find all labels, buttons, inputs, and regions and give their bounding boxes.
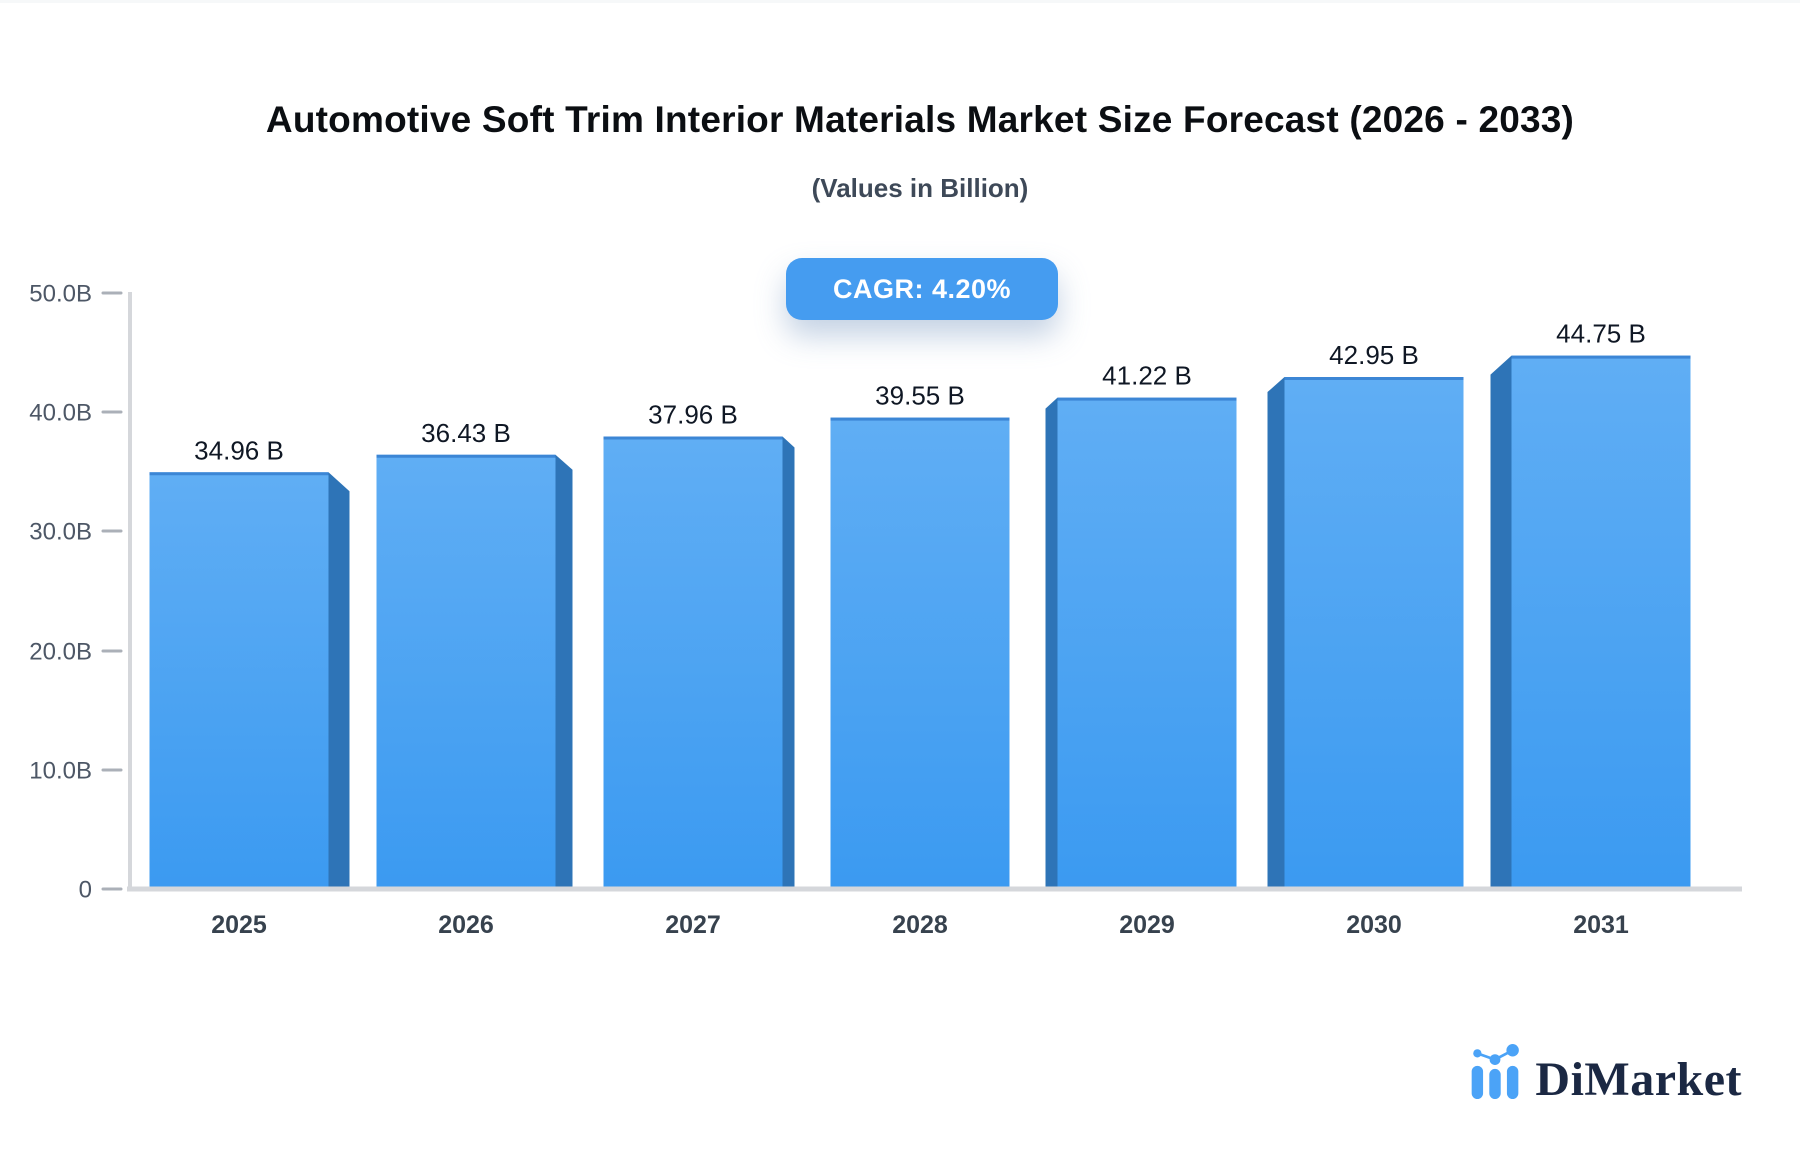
brand-icon-shapes: [1472, 1044, 1520, 1099]
svg-text:44.75 B: 44.75 B: [1556, 319, 1646, 349]
svg-text:2027: 2027: [665, 911, 721, 939]
svg-text:37.96 B: 37.96 B: [648, 400, 738, 430]
svg-text:41.22 B: 41.22 B: [1102, 361, 1192, 391]
bar-2026: [376, 454, 556, 889]
bar-2031: [1511, 355, 1691, 890]
svg-text:10.0B: 10.0B: [29, 758, 92, 785]
svg-text:40.0B: 40.0B: [29, 400, 92, 427]
bar-2030: [1284, 377, 1464, 889]
bar-2027: [603, 436, 783, 889]
svg-text:42.95 B: 42.95 B: [1329, 340, 1419, 370]
bar-2025: [149, 472, 329, 889]
brand-name: DiMarket: [1535, 1052, 1742, 1106]
svg-text:2028: 2028: [892, 911, 948, 939]
svg-text:0: 0: [79, 877, 92, 904]
cagr-badge: CAGR: 4.20%: [786, 258, 1058, 320]
svg-text:2025: 2025: [211, 911, 267, 939]
cagr-badge-label: CAGR: 4.20%: [832, 273, 1012, 304]
svg-text:2031: 2031: [1573, 911, 1629, 939]
brand-chart-icon: [1472, 1044, 1520, 1099]
brand-logo: DiMarket: [1469, 1043, 1742, 1106]
svg-text:30.0B: 30.0B: [29, 519, 92, 546]
svg-text:2030: 2030: [1346, 911, 1402, 939]
svg-text:20.0B: 20.0B: [29, 639, 92, 666]
bar-2028: [830, 417, 1010, 889]
svg-text:39.55 B: 39.55 B: [875, 381, 965, 411]
bar-chart-plot: 0 10.0B 20.0B 30.0B 40.0B 50.0B 34.96 B 2025 36.…: [29, 281, 1742, 939]
svg-text:2029: 2029: [1119, 911, 1175, 939]
svg-text:34.96 B: 34.96 B: [194, 435, 284, 465]
svg-text:2026: 2026: [438, 911, 494, 939]
chart-subtitle: (Values in Billion): [811, 173, 1029, 203]
chart-title: Automotive Soft Trim Interior Materials …: [265, 99, 1575, 140]
svg-text:36.43 B: 36.43 B: [421, 418, 511, 448]
svg-text:50.0B: 50.0B: [29, 281, 92, 308]
bar-2029: [1057, 397, 1237, 889]
